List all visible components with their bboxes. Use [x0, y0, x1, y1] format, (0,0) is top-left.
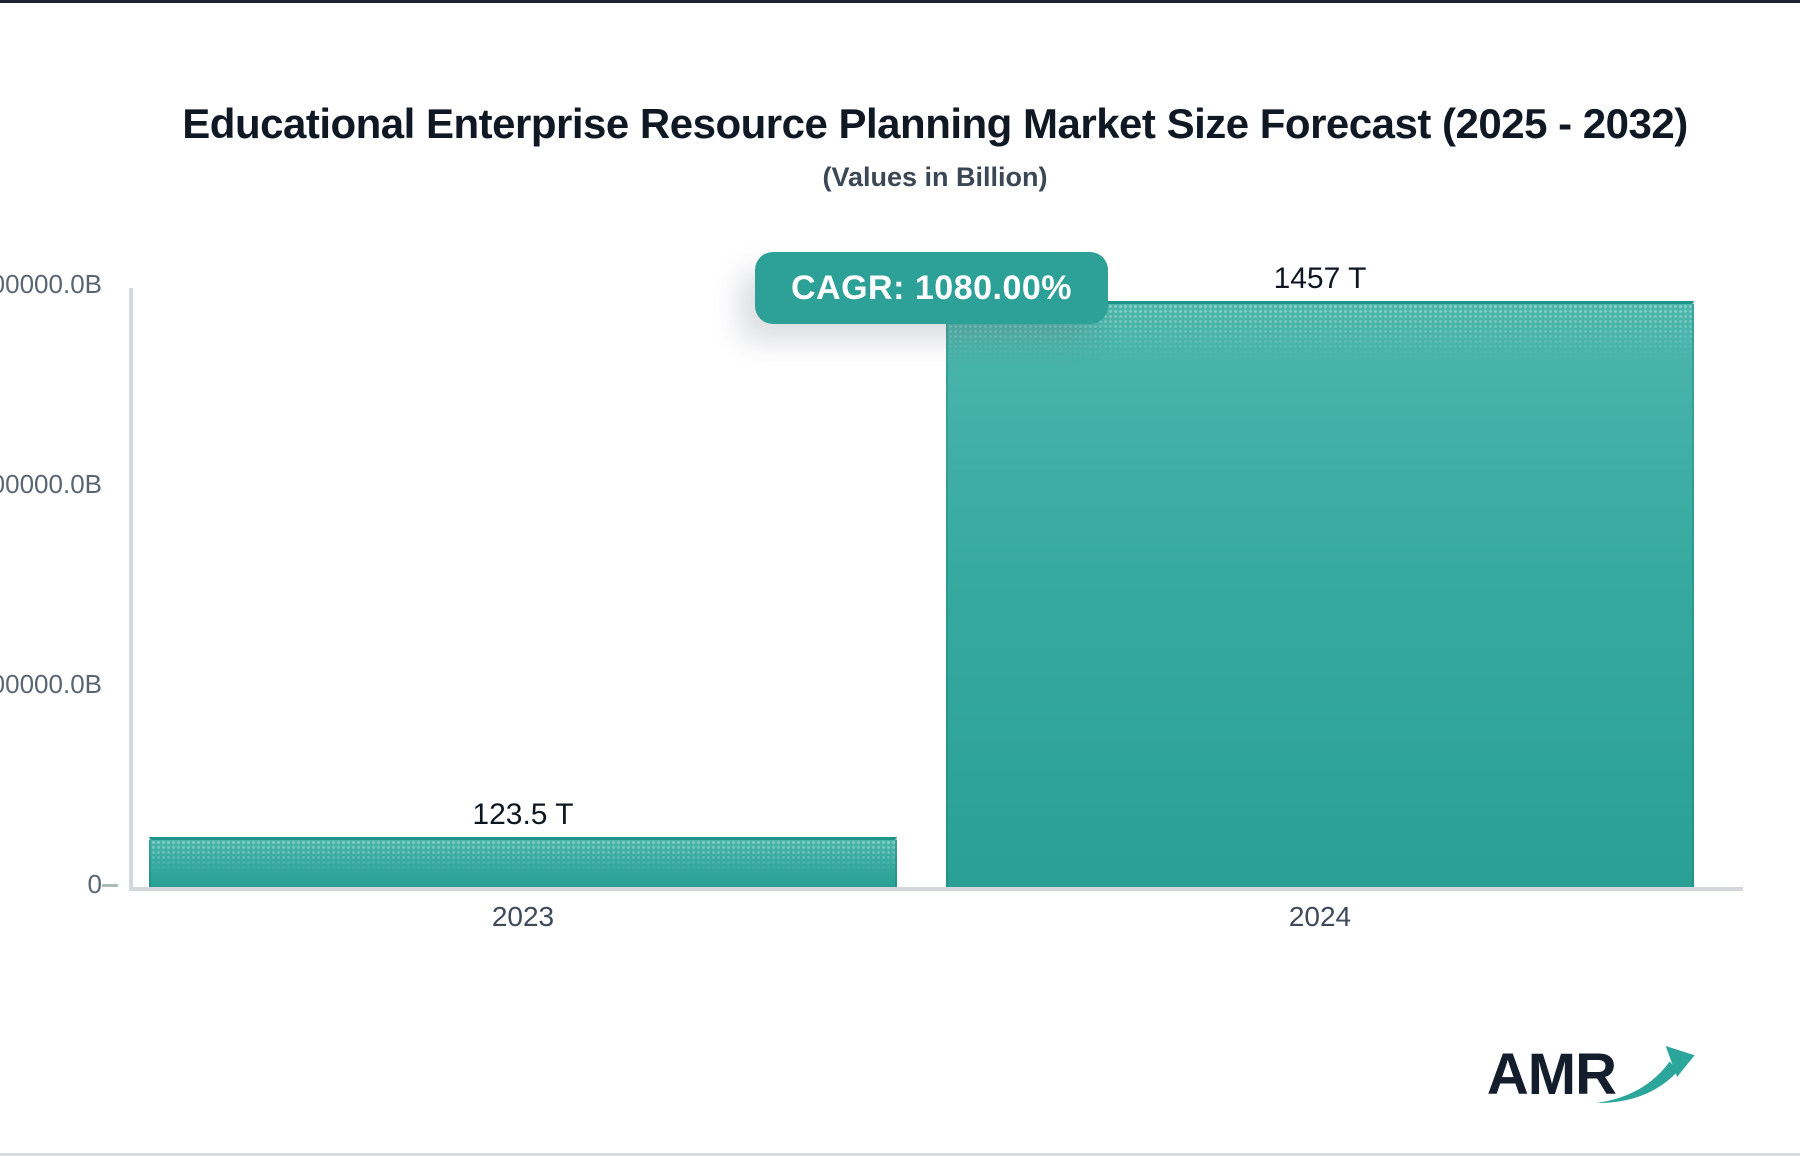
y-tick-label-1000000: 00000.0B — [0, 469, 102, 499]
y-tick-label-1500000: 00000.0B — [0, 269, 102, 299]
amr-logo-text: AMR — [1486, 1042, 1617, 1107]
page-bottom-border — [0, 1153, 1800, 1156]
growth-arrow-icon — [1596, 1046, 1695, 1103]
cagr-badge-label: CAGR: 1080.00% — [791, 268, 1073, 307]
y-tick-label-500000: 00000.0B — [0, 669, 102, 699]
value-label-2024: 1457 T — [1273, 262, 1367, 295]
chart-subtitle: (Values in Billion) — [822, 162, 1048, 193]
bar-texture — [151, 840, 895, 873]
bar-2023 — [149, 837, 897, 887]
amr-logo: AMR — [1487, 1046, 1698, 1104]
chart-header: Educational Enterprise Resource Planning… — [70, 100, 1800, 193]
page-top-border — [0, 0, 1800, 3]
cagr-badge: CAGR: 1080.00% — [755, 252, 1109, 324]
x-axis — [129, 887, 1743, 891]
x-tick-label-2023: 2023 — [491, 901, 555, 932]
y-axis — [129, 288, 133, 891]
y-tick-label-zero: 0 — [87, 869, 102, 899]
chart-title: Educational Enterprise Resource Planning… — [182, 100, 1688, 147]
bar-2024 — [946, 301, 1694, 887]
x-tick-label-2024: 2024 — [1288, 901, 1352, 932]
value-label-2023: 123.5 T — [472, 798, 574, 831]
zero-tick-mark — [102, 884, 118, 887]
